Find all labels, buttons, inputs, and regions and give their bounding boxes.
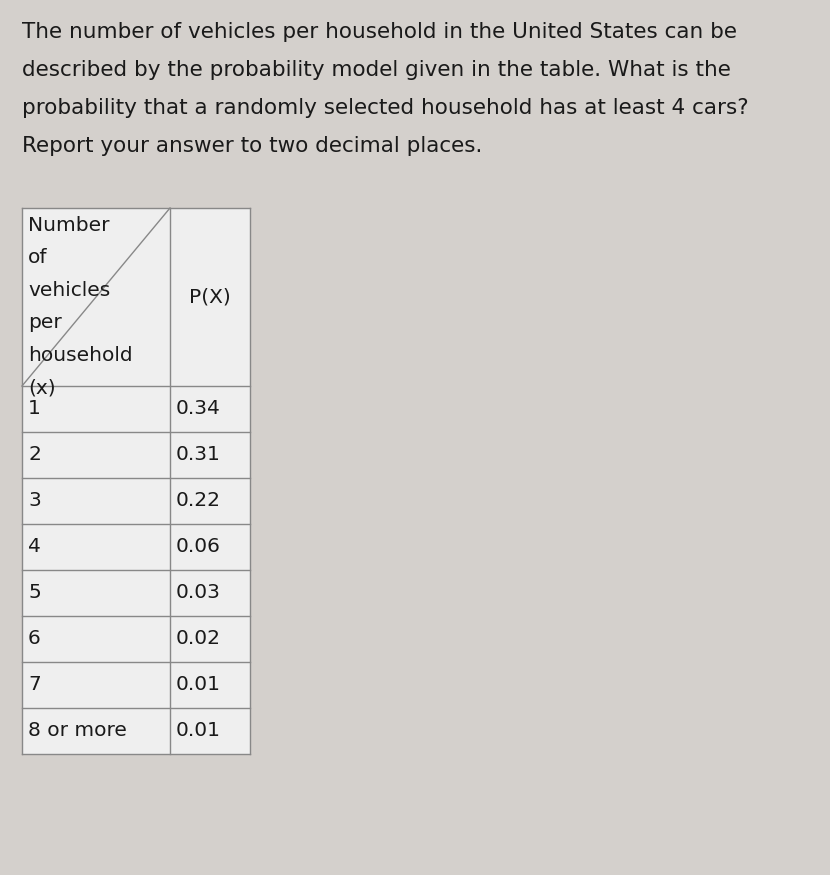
- Text: 0.31: 0.31: [176, 445, 221, 465]
- Text: 0.34: 0.34: [176, 400, 221, 418]
- Text: Number: Number: [28, 216, 110, 235]
- Text: 0.03: 0.03: [176, 584, 221, 603]
- Text: 0.01: 0.01: [176, 722, 221, 740]
- Text: 4: 4: [28, 537, 41, 556]
- Text: 0.22: 0.22: [176, 492, 221, 510]
- Text: household: household: [28, 346, 133, 365]
- Text: described by the probability model given in the table. What is the: described by the probability model given…: [22, 60, 731, 80]
- Text: 1: 1: [28, 400, 41, 418]
- Text: vehicles: vehicles: [28, 281, 110, 300]
- Text: per: per: [28, 313, 61, 332]
- Text: 0.02: 0.02: [176, 629, 221, 648]
- Text: 0.01: 0.01: [176, 676, 221, 695]
- Text: 5: 5: [28, 584, 41, 603]
- Text: P(X): P(X): [189, 288, 231, 306]
- Text: Report your answer to two decimal places.: Report your answer to two decimal places…: [22, 136, 482, 156]
- Text: 7: 7: [28, 676, 41, 695]
- Text: 2: 2: [28, 445, 41, 465]
- Text: of: of: [28, 248, 47, 268]
- Text: 8 or more: 8 or more: [28, 722, 127, 740]
- Bar: [22, 208, 250, 754]
- Text: 0.06: 0.06: [176, 537, 221, 556]
- Text: The number of vehicles per household in the United States can be: The number of vehicles per household in …: [22, 22, 737, 42]
- Text: (x): (x): [28, 378, 56, 397]
- Text: probability that a randomly selected household has at least 4 cars?: probability that a randomly selected hou…: [22, 98, 749, 118]
- Text: 3: 3: [28, 492, 41, 510]
- Text: 6: 6: [28, 629, 41, 648]
